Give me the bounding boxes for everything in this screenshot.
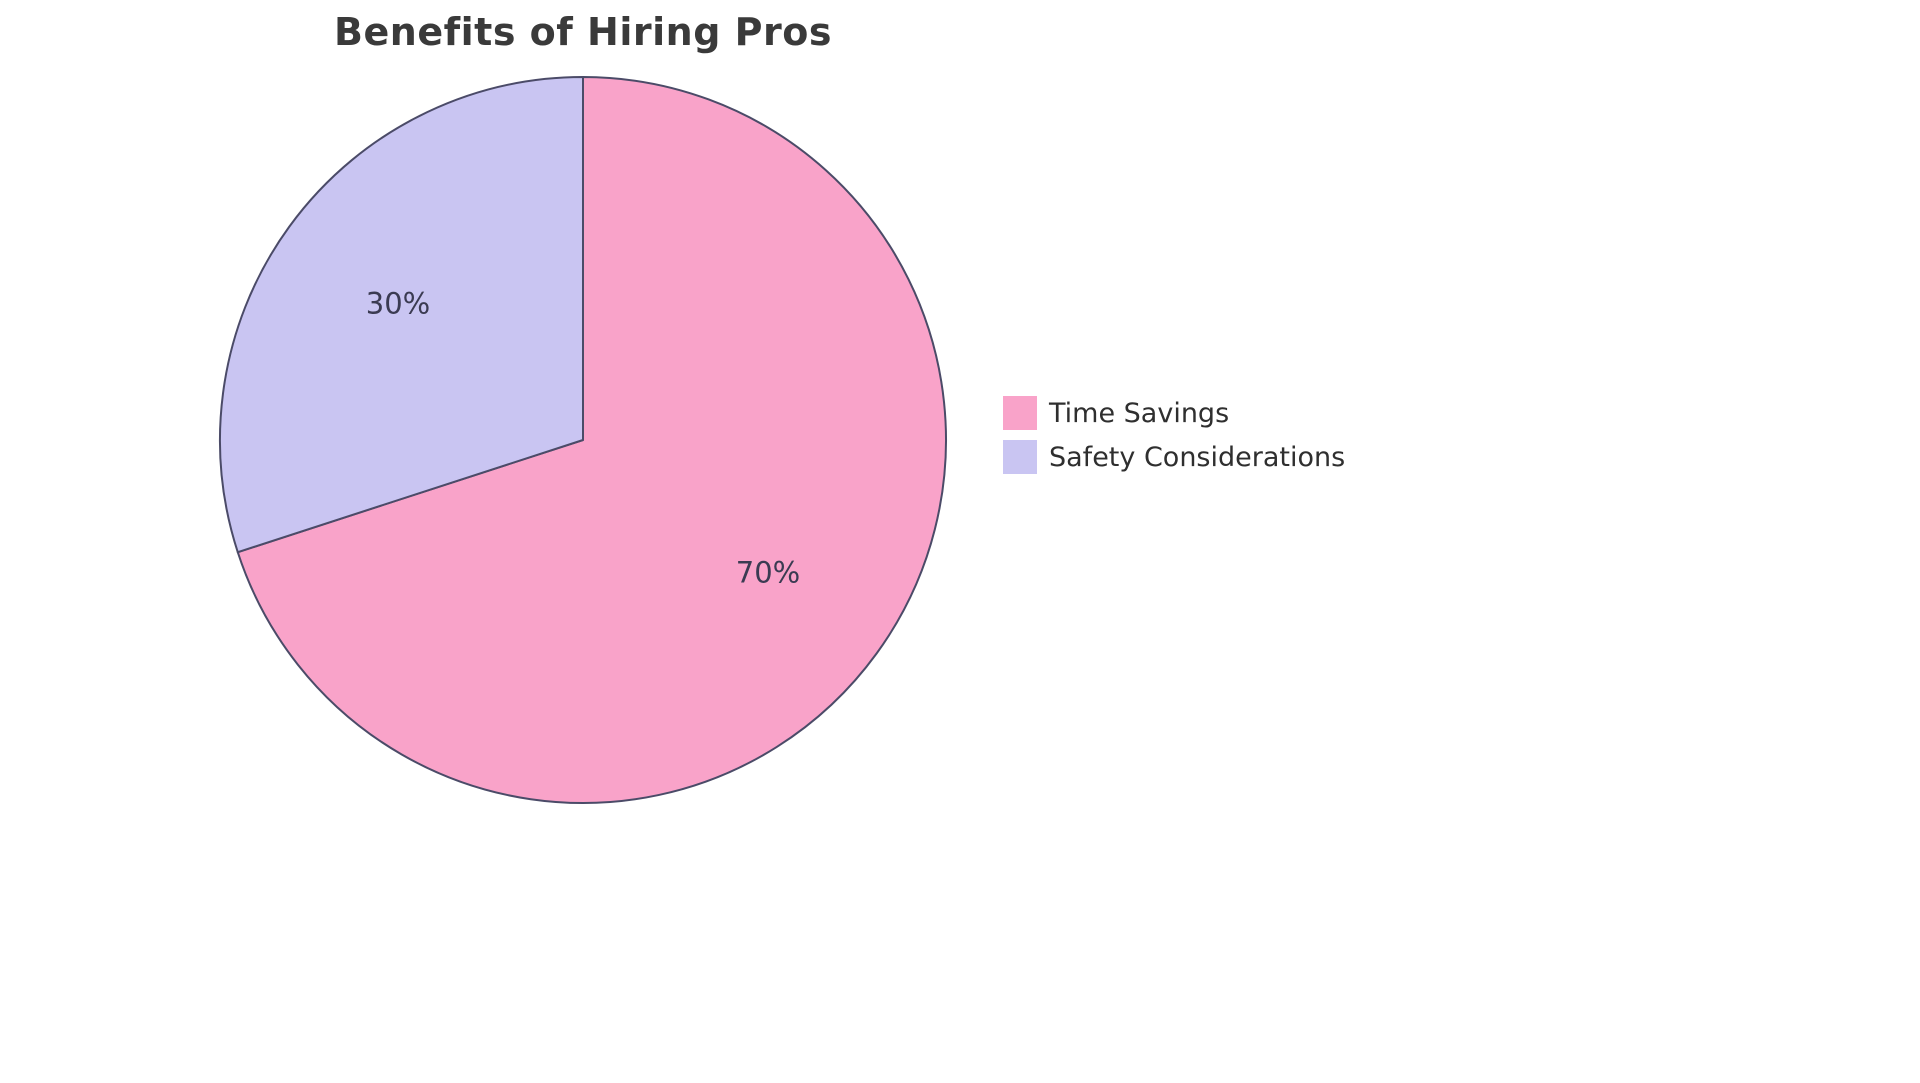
legend-label-safety-considerations: Safety Considerations xyxy=(1049,441,1346,473)
legend-item-time-savings: Time Savings xyxy=(1003,396,1345,430)
legend-swatch-time-savings xyxy=(1003,396,1037,430)
pie-slice-safety-considerations xyxy=(219,76,584,554)
pie-value-label-safety-considerations: 30% xyxy=(366,287,430,321)
legend-label-time-savings: Time Savings xyxy=(1049,397,1230,429)
legend: Time Savings Safety Considerations xyxy=(1003,396,1345,474)
chart-title: Benefits of Hiring Pros xyxy=(334,10,832,54)
legend-item-safety-considerations: Safety Considerations xyxy=(1003,440,1345,474)
legend-swatch-safety-considerations xyxy=(1003,440,1037,474)
pie-value-label-time-savings: 70% xyxy=(736,555,800,589)
pie-slice-time-savings xyxy=(236,76,947,804)
